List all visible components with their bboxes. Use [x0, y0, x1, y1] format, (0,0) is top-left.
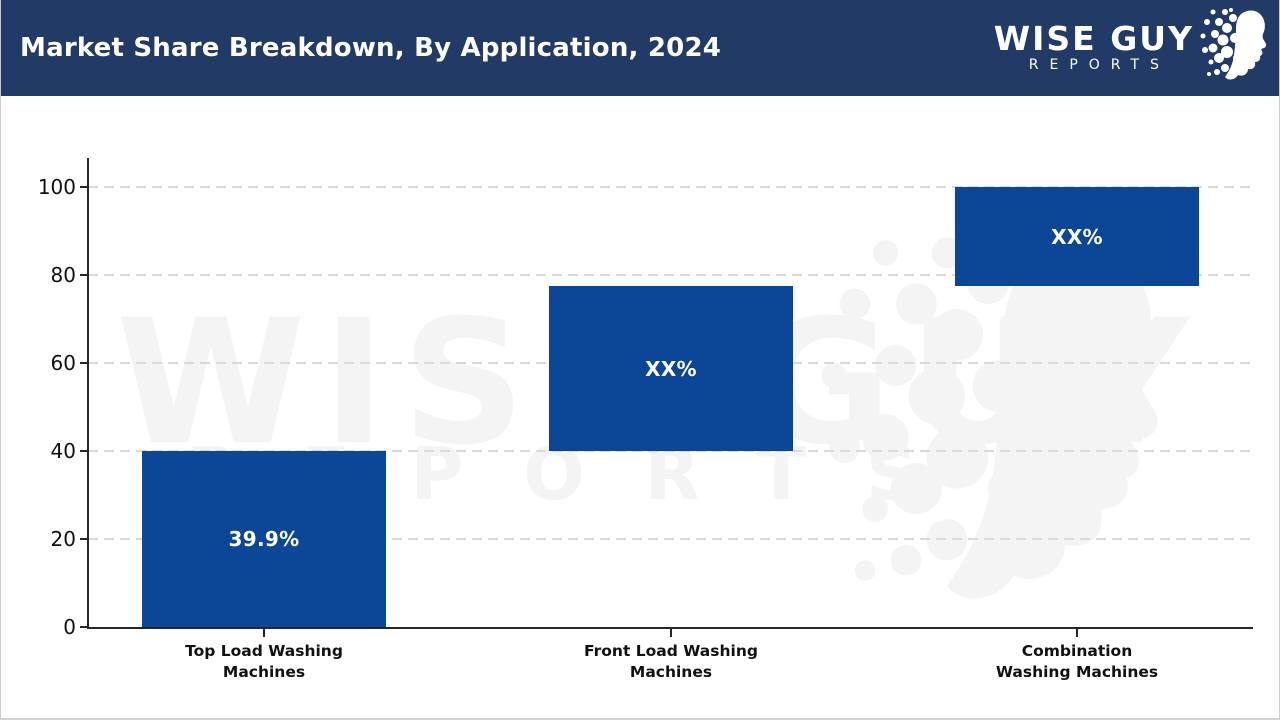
- bar: XX%: [549, 286, 793, 451]
- gridline: [88, 450, 1253, 452]
- y-tick: [80, 186, 88, 188]
- gridline: [88, 186, 1253, 188]
- bar: 39.9%: [142, 451, 386, 627]
- y-tick: [80, 362, 88, 364]
- gridline: [88, 274, 1253, 276]
- y-tick-label: 20: [50, 527, 76, 551]
- brand-logo: WISE GUY REPORTS: [994, 6, 1270, 90]
- y-tick-label: 0: [63, 615, 76, 639]
- category-label-line: Machines: [222, 663, 306, 681]
- brand-name: WISE GUY: [993, 19, 1194, 58]
- category-label-line: Top Load Washing: [185, 642, 343, 660]
- gridline: [88, 538, 1253, 540]
- category-label-line: Combination: [1021, 642, 1133, 660]
- x-tick: [1076, 629, 1078, 637]
- category-label: Front Load Washing Machines: [511, 641, 831, 683]
- y-tick: [80, 450, 88, 452]
- chart-title: Market Share Breakdown, By Application, …: [20, 33, 722, 63]
- bar: XX%: [955, 187, 1199, 286]
- y-tick: [80, 538, 88, 540]
- category-label: Combination Washing Machines: [917, 641, 1237, 683]
- y-tick-label: 40: [50, 439, 76, 463]
- y-tick-label: 80: [50, 263, 76, 287]
- brand-logo-text: WISE GUY REPORTS: [994, 22, 1194, 74]
- chart-area: 0 20 40 60 80 100 39.9% XX% XX% Top Load Washing M…: [0, 96, 1280, 720]
- brand-head-icon: [1196, 6, 1270, 90]
- y-axis-line: [87, 158, 89, 629]
- x-axis-line: [87, 627, 1253, 629]
- y-tick-label: 60: [50, 351, 76, 375]
- y-tick: [80, 626, 88, 628]
- category-label: Top Load Washing Machines: [104, 641, 424, 683]
- header-bar: Market Share Breakdown, By Application, …: [0, 0, 1280, 96]
- y-tick-label: 100: [37, 175, 76, 199]
- x-tick: [670, 629, 672, 637]
- category-label-line: Machines: [629, 663, 713, 681]
- bar-value-label: 39.9%: [228, 527, 300, 552]
- category-label-line: Front Load Washing: [584, 642, 758, 660]
- bar-value-label: XX%: [645, 356, 697, 381]
- bar-value-label: XX%: [1051, 224, 1103, 249]
- x-tick: [263, 629, 265, 637]
- category-label-line: Washing Machines: [995, 663, 1159, 681]
- brand-subname: REPORTS: [1028, 57, 1170, 73]
- y-tick: [80, 274, 88, 276]
